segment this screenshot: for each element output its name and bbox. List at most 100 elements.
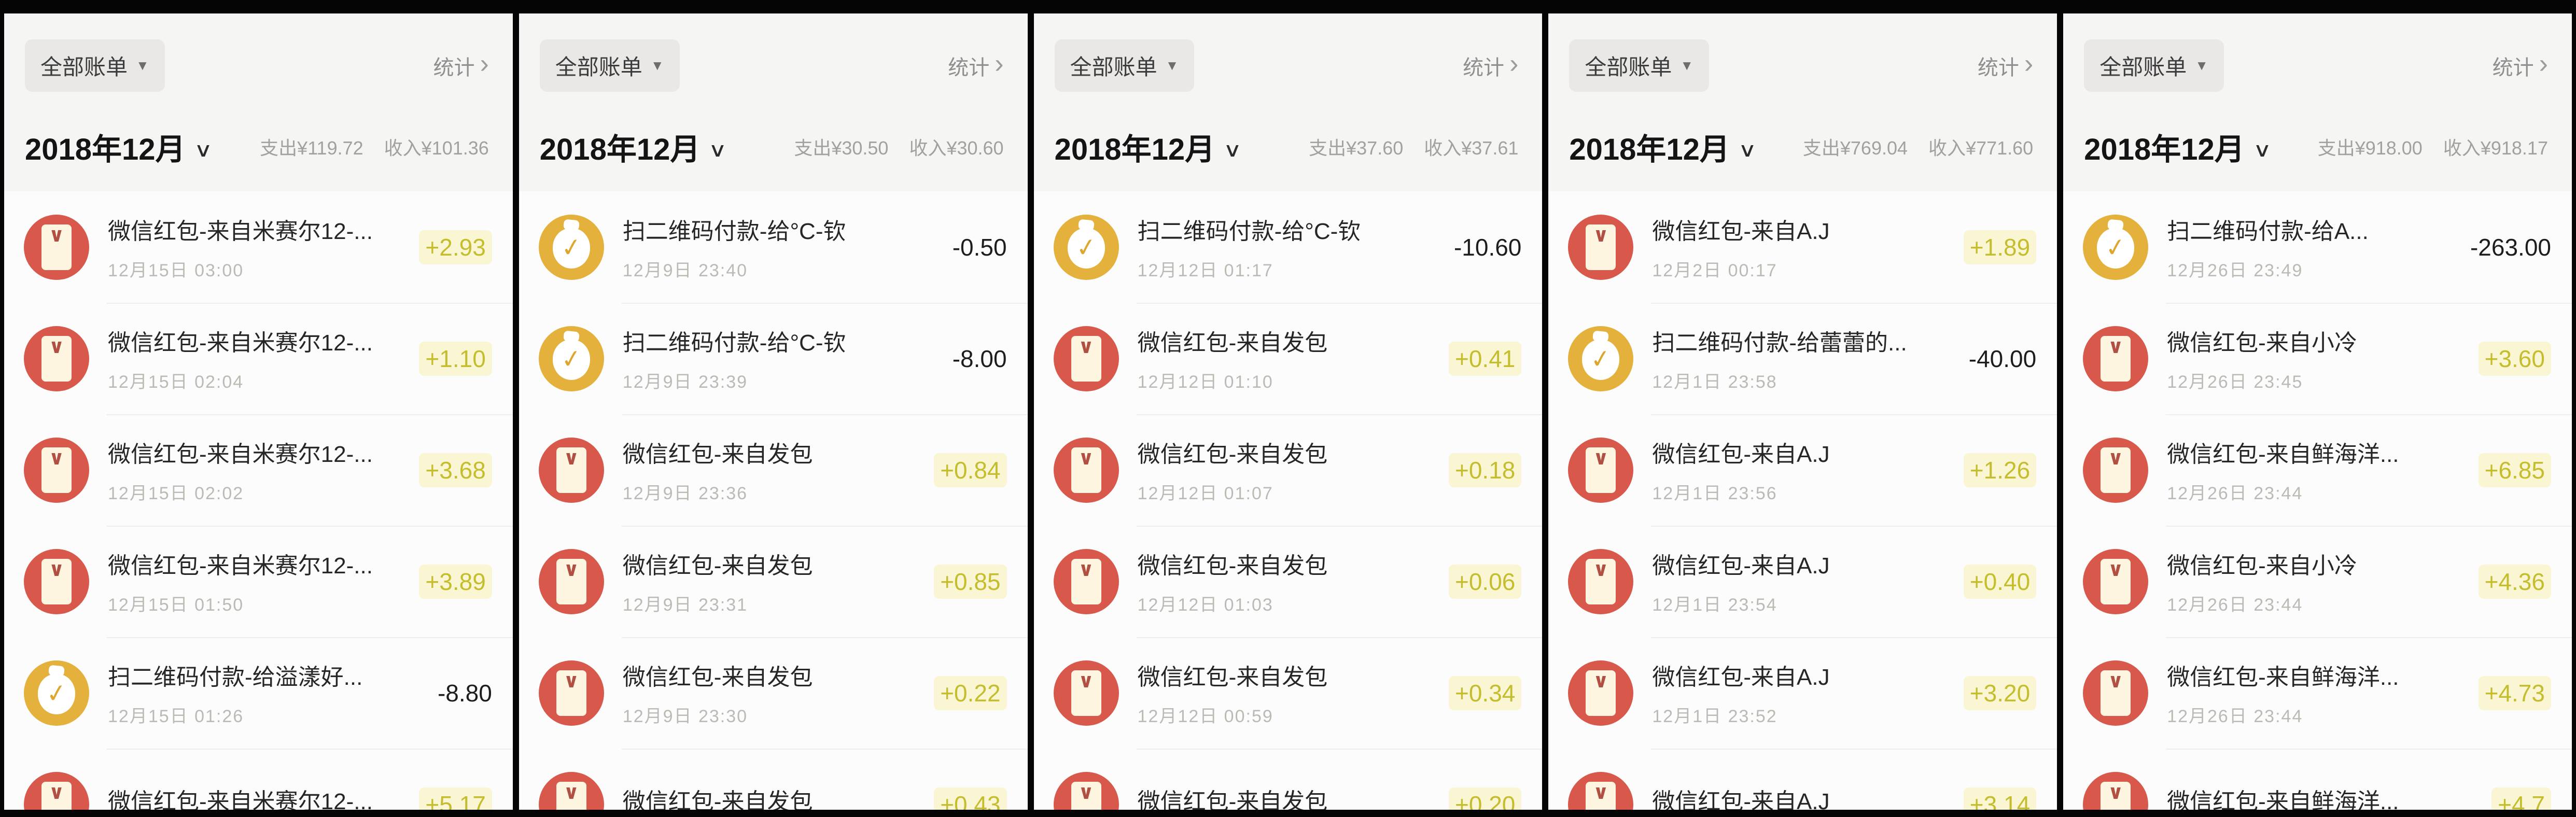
statistics-link[interactable]: 统计 › [433,50,488,81]
transaction-row[interactable]: 微信红包-来自发包 12月9日 23:31 +0.85 [519,526,1028,637]
transaction-row[interactable]: 微信红包-来自发包 12月12日 00:59 +0.34 [1033,637,1543,749]
statistics-link[interactable]: 统计 › [2493,48,2548,81]
transaction-row[interactable]: ✓ 扫二维码付款-给°C-钦 12月9日 23:40 -0.50 [519,191,1028,303]
transaction-info: 微信红包-来自鲜海洋... 12月26日 23:44 [2167,435,2468,504]
screen-header: 全部账单 ▼ 统计 › [4,13,513,92]
transaction-date: 12月1日 23:56 [1652,484,1777,503]
transaction-amount: +0.40 [1963,564,2037,599]
transaction-title: 微信红包-来自小冷 [2167,330,2357,356]
month-selector[interactable]: 2018年12月 ∨ [25,125,213,168]
transaction-title: 微信红包-来自发包 [1137,553,1328,579]
check-icon: ✓ [559,344,584,374]
account-filter-label: 全部账单 [1070,55,1157,79]
transaction-row[interactable]: ✓ 扫二维码付款-给°C-钦 12月12日 01:17 -10.60 [1033,191,1543,303]
check-icon: ✓ [559,232,584,263]
transaction-row[interactable]: 微信红包-来自鲜海洋... 12月26日 23:44 +4.73 [2063,637,2572,749]
month-selector[interactable]: 2018年12月 ∨ [2084,125,2272,168]
transaction-row[interactable]: 微信红包-来自小冷 12月26日 23:45 +3.60 [2063,303,2572,414]
month-summary: 支出¥30.50 收入¥30.60 [794,133,1003,160]
transaction-title: 微信红包-来自A.J [1652,788,1830,810]
month-selector[interactable]: 2018年12月 ∨ [1054,125,1242,168]
account-filter-button[interactable]: 全部账单 ▼ [539,39,680,92]
month-selector[interactable]: 2018年12月 ∨ [1569,125,1757,168]
red-envelope-shape [1071,335,1101,382]
transaction-date: 12月15日 02:04 [108,372,244,392]
statistics-link[interactable]: 统计 › [948,50,1003,81]
income-total: 收入¥918.17 [2443,137,2548,159]
transaction-row[interactable]: 微信红包-来自A.J 12月1日 23:56 +1.26 [1548,414,2057,526]
transaction-row[interactable]: ✓ 扫二维码付款-给蕾蕾的... 12月1日 23:58 -40.00 [1548,303,2057,414]
income-total: 收入¥37.61 [1424,137,1519,159]
transaction-row[interactable]: ✓ 扫二维码付款-给溢漾好... 12月15日 01:26 -8.80 [4,637,513,749]
transaction-amount: -8.00 [952,345,1007,372]
transaction-row[interactable]: 微信红包-来自米赛尔12-... 12月15日 02:02 +3.68 [4,414,513,526]
money-bag-shape: ✓ [2097,228,2135,269]
transaction-date: 12月12日 01:10 [1137,372,1273,392]
transaction-title: 微信红包-来自A.J [1652,553,1830,579]
red-envelope-icon [1568,437,1634,503]
transaction-row[interactable]: 微信红包-来自发包 12月12日 01:07 +0.18 [1033,414,1543,526]
account-filter-button[interactable]: 全部账单 ▼ [1054,39,1195,92]
red-envelope-icon [538,437,604,503]
transaction-row[interactable]: 微信红包-来自米赛尔12-... 12月15日 02:04 +1.10 [4,303,513,414]
transaction-row[interactable]: 微信红包-来自发包 +0.20 [1033,749,1543,810]
transaction-info: 微信红包-来自米赛尔12-... 12月15日 01:50 [108,547,409,616]
transaction-row[interactable]: 微信红包-来自A.J 12月2日 00:17 +1.89 [1548,191,2057,303]
transaction-info: 微信红包-来自A.J 12月2日 00:17 [1652,213,1953,281]
transaction-row[interactable]: 微信红包-来自发包 12月12日 01:10 +0.41 [1033,303,1543,414]
transaction-info: 微信红包-来自发包 [1138,783,1438,810]
transaction-row[interactable]: 微信红包-来自A.J 12月1日 23:54 +0.40 [1548,526,2057,637]
red-envelope-shape [556,558,586,604]
transaction-row[interactable]: 微信红包-来自发包 +0.43 [519,749,1028,810]
month-selector[interactable]: 2018年12月 ∨ [540,125,727,168]
transaction-amount: +3.14 [1963,787,2037,810]
account-filter-button[interactable]: 全部账单 ▼ [2084,39,2224,92]
month-label: 2018年12月 [1054,133,1215,166]
transaction-list: ✓ 扫二维码付款-给°C-钦 12月9日 23:40 -0.50 ✓ 扫二维码付… [519,191,1028,810]
transaction-row[interactable]: 微信红包-来自发包 12月9日 23:30 +0.22 [519,637,1028,749]
check-icon: ✓ [44,678,69,709]
transaction-title: 微信红包-来自发包 [622,442,813,467]
transaction-title: 微信红包-来自鲜海洋... [2167,665,2399,690]
transaction-row[interactable]: 微信红包-来自米赛尔12-... 12月15日 03:00 +2.93 [4,191,513,303]
account-filter-button[interactable]: 全部账单 ▼ [1569,39,1710,92]
transaction-row[interactable]: 微信红包-来自米赛尔12-... +5.17 [4,749,513,810]
chevron-right-icon: › [2539,48,2548,79]
transaction-row[interactable]: 微信红包-来自米赛尔12-... 12月15日 01:50 +3.89 [4,526,513,637]
transaction-date: 12月15日 01:26 [108,707,244,726]
statistics-link[interactable]: 统计 › [1978,50,2033,81]
month-label: 2018年12月 [1569,133,1730,166]
transaction-title: 扫二维码付款-给蕾蕾的... [1652,330,1907,356]
transaction-date: 12月1日 23:52 [1652,707,1777,726]
transaction-info: 微信红包-来自小冷 12月26日 23:45 [2167,324,2468,393]
transaction-list: 微信红包-来自米赛尔12-... 12月15日 03:00 +2.93 微信红包… [4,191,513,810]
transaction-row[interactable]: 微信红包-来自小冷 12月26日 23:44 +4.36 [2063,526,2572,637]
transaction-row[interactable]: ✓ 扫二维码付款-给°C-钦 12月9日 23:39 -8.00 [519,303,1028,414]
transaction-title: 扫二维码付款-给°C-钦 [622,330,846,356]
statistics-link[interactable]: 统计 › [1463,50,1518,81]
red-envelope-shape [556,781,586,810]
transaction-row[interactable]: 微信红包-来自发包 12月12日 01:03 +0.06 [1033,526,1543,637]
transaction-row[interactable]: 微信红包-来自鲜海洋... +4.7 [2063,749,2572,810]
transaction-row[interactable]: 微信红包-来自A.J +3.14 [1548,749,2057,810]
income-total: 收入¥101.36 [384,137,489,159]
money-bag-shape: ✓ [552,339,590,380]
transaction-date: 12月26日 23:45 [2167,372,2303,392]
account-filter-button[interactable]: 全部账单 ▼ [25,39,165,92]
transaction-info: 扫二维码付款-给°C-钦 12月12日 01:17 [1138,213,1444,281]
transaction-row[interactable]: 微信红包-来自A.J 12月1日 23:52 +3.20 [1548,637,2057,749]
expense-total: 支出¥769.04 [1802,137,1908,159]
transaction-row[interactable]: ✓ 扫二维码付款-给A... 12月26日 23:49 -263.00 [2063,191,2572,303]
red-envelope-shape [41,224,72,270]
transaction-date: 12月26日 23:44 [2167,484,2303,503]
transaction-amount: +3.20 [1963,675,2037,710]
transaction-info: 微信红包-来自小冷 12月26日 23:44 [2167,547,2468,616]
transaction-amount: +0.41 [1448,341,1522,376]
chevron-down-icon: ▼ [1680,58,1694,73]
transaction-row[interactable]: 微信红包-来自发包 12月9日 23:36 +0.84 [519,414,1028,526]
transaction-row[interactable]: 微信红包-来自鲜海洋... 12月26日 23:44 +6.85 [2063,414,2572,526]
transaction-title: 微信红包-来自A.J [1652,665,1830,690]
transaction-title: 微信红包-来自米赛尔12-... [108,219,373,244]
transaction-amount: -263.00 [2470,233,2551,261]
transaction-amount: -10.60 [1453,233,1522,261]
